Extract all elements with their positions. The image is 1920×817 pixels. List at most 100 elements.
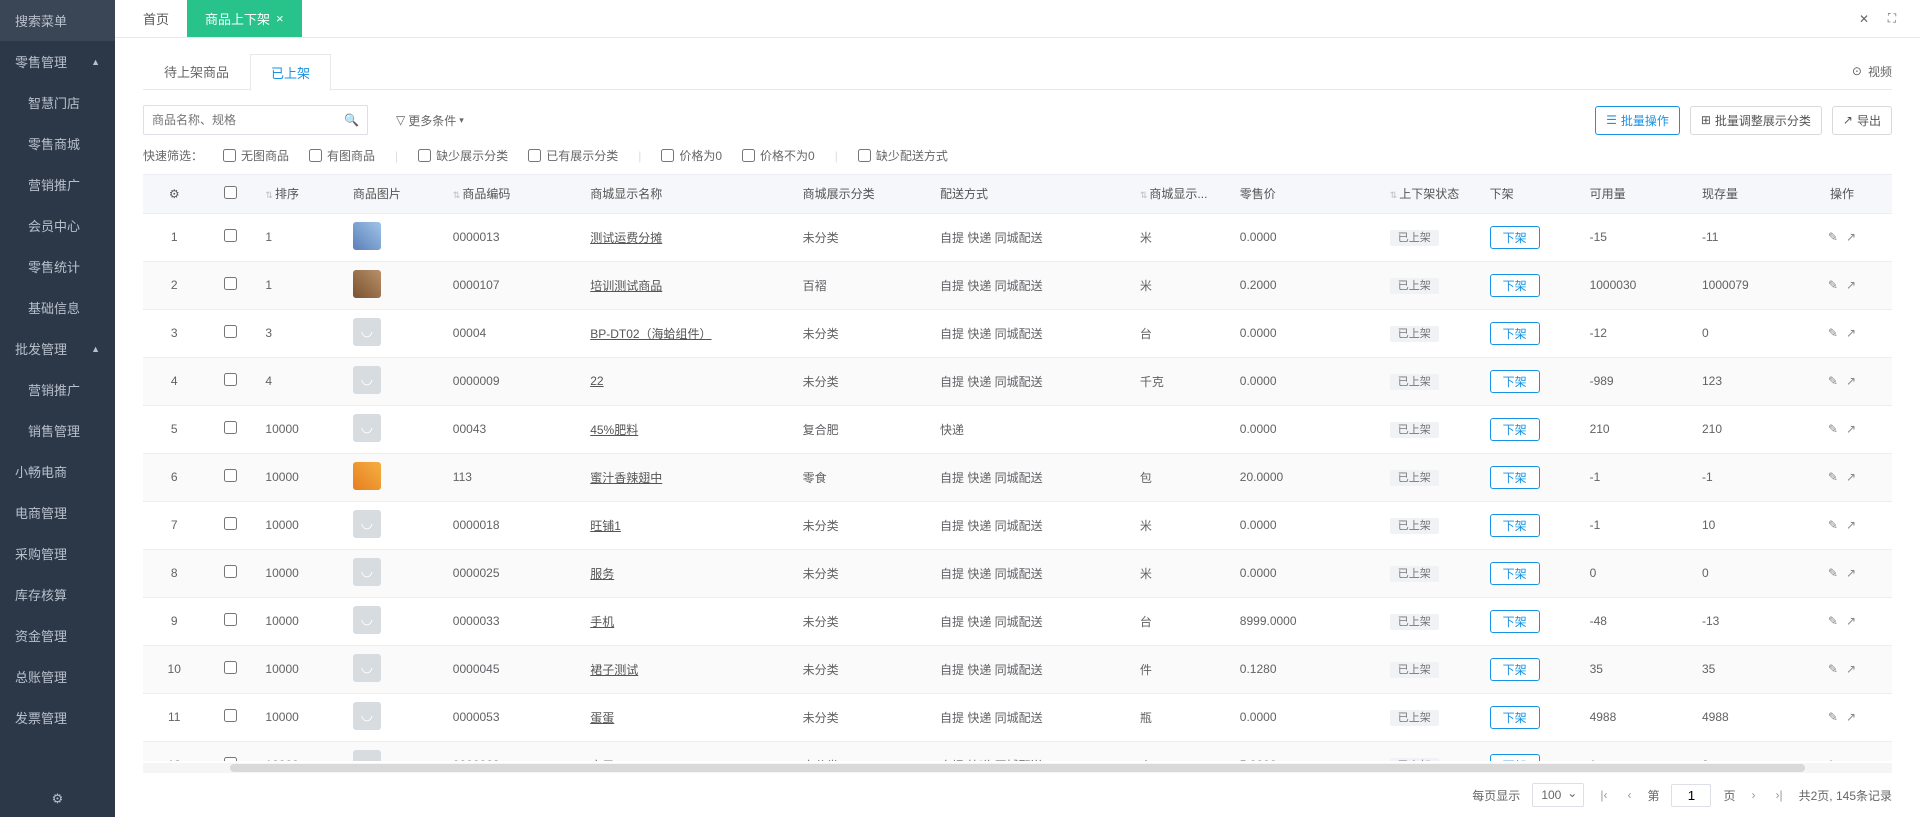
edit-icon[interactable]: ✎ <box>1828 326 1838 340</box>
open-icon[interactable]: ↗ <box>1846 662 1856 676</box>
unlist-button[interactable]: 下架 <box>1490 706 1540 729</box>
sidebar-item[interactable]: 基础信息 <box>0 287 115 328</box>
open-icon[interactable]: ↗ <box>1846 758 1856 761</box>
per-page-select[interactable]: 100 <box>1532 783 1584 807</box>
open-icon[interactable]: ↗ <box>1846 566 1856 580</box>
row-checkbox[interactable] <box>224 757 237 761</box>
page-input[interactable] <box>1671 784 1711 807</box>
col-code[interactable]: ⇅商品编码 <box>443 175 580 213</box>
sidebar-item[interactable]: 零售统计 <box>0 246 115 287</box>
batch-action-button[interactable]: ☰ 批量操作 <box>1595 106 1680 135</box>
product-name-link[interactable]: 裙子测试 <box>590 663 638 677</box>
close-all-icon[interactable]: ✕ <box>1854 9 1874 29</box>
open-icon[interactable]: ↗ <box>1846 470 1856 484</box>
sidebar-item[interactable]: 总账管理 <box>0 656 115 697</box>
product-name-link[interactable]: 22 <box>590 374 603 388</box>
row-checkbox[interactable] <box>224 613 237 626</box>
row-checkbox[interactable] <box>224 709 237 722</box>
edit-icon[interactable]: ✎ <box>1828 230 1838 244</box>
subtab-listed[interactable]: 已上架 <box>250 54 331 91</box>
select-all[interactable] <box>224 186 237 199</box>
open-icon[interactable]: ↗ <box>1846 710 1856 724</box>
sidebar-item[interactable]: 小畅电商 <box>0 451 115 492</box>
unlist-button[interactable]: 下架 <box>1490 610 1540 633</box>
unlist-button[interactable]: 下架 <box>1490 658 1540 681</box>
page-last-icon[interactable]: ›| <box>1772 788 1787 802</box>
product-name-link[interactable]: 服务 <box>590 567 614 581</box>
row-checkbox[interactable] <box>224 469 237 482</box>
settings-gear[interactable]: ⚙ <box>0 781 115 817</box>
tab-home[interactable]: 首页 <box>125 0 187 37</box>
sidebar-item[interactable]: 智慧门店 <box>0 82 115 123</box>
search-icon[interactable]: 🔍 <box>344 113 359 127</box>
filter-price0[interactable]: 价格为0 <box>661 147 722 164</box>
edit-icon[interactable]: ✎ <box>1828 470 1838 484</box>
page-next-icon[interactable]: › <box>1748 788 1760 802</box>
tab-active[interactable]: 商品上下架 × <box>187 0 302 37</box>
sidebar-item[interactable]: 零售管理▲ <box>0 41 115 82</box>
unlist-button[interactable]: 下架 <box>1490 226 1540 249</box>
product-name-link[interactable]: 旺铺1 <box>590 519 621 533</box>
unlist-button[interactable]: 下架 <box>1490 418 1540 441</box>
product-name-link[interactable]: BP-DT02（海蛤组件） <box>590 327 711 341</box>
sidebar-item[interactable]: 发票管理 <box>0 697 115 738</box>
batch-category-button[interactable]: ⊞ 批量调整展示分类 <box>1690 106 1822 135</box>
video-link[interactable]: ⊙ 视频 <box>1852 53 1892 89</box>
open-icon[interactable]: ↗ <box>1846 422 1856 436</box>
product-name-link[interactable]: 蜜汁香辣翅中 <box>590 471 662 485</box>
search-input[interactable] <box>152 113 344 127</box>
sidebar-item[interactable]: 批发管理▲ <box>0 328 115 369</box>
unlist-button[interactable]: 下架 <box>1490 514 1540 537</box>
edit-icon[interactable]: ✎ <box>1828 374 1838 388</box>
export-button[interactable]: ↗ 导出 <box>1832 106 1892 135</box>
col-status[interactable]: ⇅上下架状态 <box>1380 175 1480 213</box>
sidebar-item[interactable]: 搜索菜单 <box>0 0 115 41</box>
filter-hasimg[interactable]: 有图商品 <box>309 147 375 164</box>
unlist-button[interactable]: 下架 <box>1490 322 1540 345</box>
edit-icon[interactable]: ✎ <box>1828 710 1838 724</box>
edit-icon[interactable]: ✎ <box>1828 662 1838 676</box>
open-icon[interactable]: ↗ <box>1846 518 1856 532</box>
subtab-pending[interactable]: 待上架商品 <box>143 53 250 89</box>
edit-icon[interactable]: ✎ <box>1828 566 1838 580</box>
expand-icon[interactable]: ⛶ <box>1882 9 1902 29</box>
unlist-button[interactable]: 下架 <box>1490 274 1540 297</box>
page-first-icon[interactable]: |‹ <box>1596 788 1611 802</box>
product-name-link[interactable]: 手机 <box>590 615 614 629</box>
col-gear[interactable]: ⚙ <box>143 175 205 213</box>
sidebar-item[interactable]: 零售商城 <box>0 123 115 164</box>
product-name-link[interactable]: 培训测试商品 <box>590 279 662 293</box>
sidebar-item[interactable]: 销售管理 <box>0 410 115 451</box>
page-prev-icon[interactable]: ‹ <box>1623 788 1635 802</box>
row-checkbox[interactable] <box>224 517 237 530</box>
product-name-link[interactable]: 本子 <box>590 759 614 762</box>
sidebar-item[interactable]: 采购管理 <box>0 533 115 574</box>
tab-close-icon[interactable]: × <box>276 11 284 26</box>
unlist-button[interactable]: 下架 <box>1490 370 1540 393</box>
row-checkbox[interactable] <box>224 565 237 578</box>
row-checkbox[interactable] <box>224 277 237 290</box>
open-icon[interactable]: ↗ <box>1846 326 1856 340</box>
open-icon[interactable]: ↗ <box>1846 374 1856 388</box>
sidebar-item[interactable]: 库存核算 <box>0 574 115 615</box>
edit-icon[interactable]: ✎ <box>1828 614 1838 628</box>
open-icon[interactable]: ↗ <box>1846 278 1856 292</box>
edit-icon[interactable]: ✎ <box>1828 758 1838 761</box>
sidebar-item[interactable]: 营销推广 <box>0 164 115 205</box>
row-checkbox[interactable] <box>224 229 237 242</box>
open-icon[interactable]: ↗ <box>1846 230 1856 244</box>
filter-priceNot0[interactable]: 价格不为0 <box>742 147 815 164</box>
row-checkbox[interactable] <box>224 421 237 434</box>
row-checkbox[interactable] <box>224 373 237 386</box>
sidebar-item[interactable]: 资金管理 <box>0 615 115 656</box>
filter-noship[interactable]: 缺少配送方式 <box>858 147 948 164</box>
edit-icon[interactable]: ✎ <box>1828 278 1838 292</box>
filter-noimg[interactable]: 无图商品 <box>223 147 289 164</box>
more-conditions[interactable]: ▽ 更多条件 ▾ <box>396 112 464 129</box>
sidebar-item[interactable]: 营销推广 <box>0 369 115 410</box>
sidebar-item[interactable]: 会员中心 <box>0 205 115 246</box>
product-name-link[interactable]: 蛋蛋 <box>590 711 614 725</box>
product-name-link[interactable]: 45%肥料 <box>590 423 638 437</box>
unlist-button[interactable]: 下架 <box>1490 466 1540 489</box>
edit-icon[interactable]: ✎ <box>1828 518 1838 532</box>
